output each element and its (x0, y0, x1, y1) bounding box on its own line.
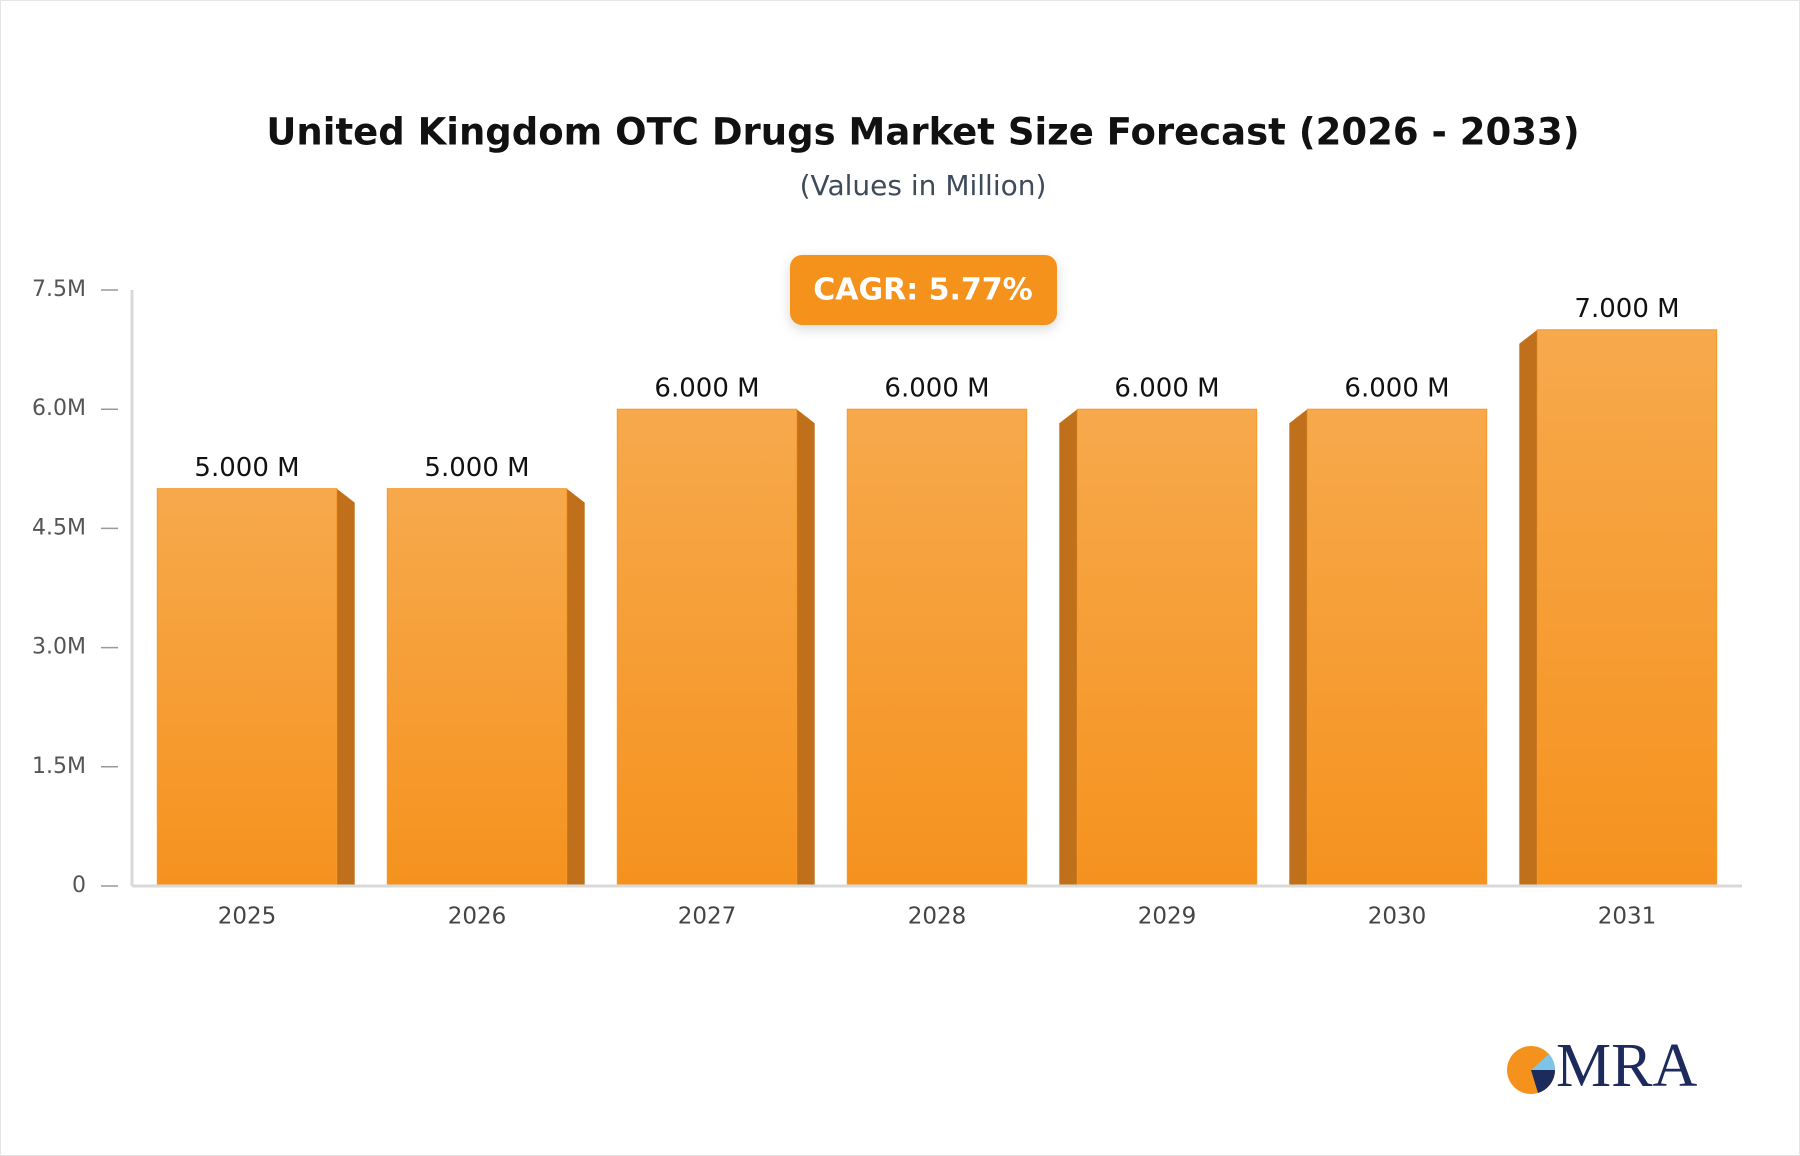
x-tick-label: 2027 (678, 904, 737, 930)
value-label: 5.000 M (424, 453, 529, 483)
y-tick-label: 0 (72, 873, 86, 898)
value-label: 5.000 M (194, 453, 299, 483)
brand-logo: MRA (1507, 1032, 1697, 1100)
x-tick-label: 2030 (1368, 904, 1427, 930)
x-tick-label: 2028 (908, 904, 967, 930)
y-tick-label: 3.0M (32, 635, 86, 660)
bar (616, 408, 798, 887)
y-tick-label: 4.5M (32, 515, 86, 540)
bar-side (566, 488, 585, 886)
logo-text: MRA (1556, 1032, 1697, 1100)
plot-area: 0 1.5M 3.0M 4.5M 6.0M 7.5M 2025 5.000 M 2026 5.00… (32, 277, 1742, 930)
value-label: 6.000 M (1344, 374, 1449, 404)
value-label: 6.000 M (884, 374, 989, 404)
x-tick-label: 2026 (448, 904, 507, 930)
y-tick-label: 6.0M (32, 396, 86, 421)
y-tick-label: 7.5M (32, 277, 86, 302)
chart-subtitle: (Values in Million) (800, 169, 1047, 202)
bar-side (1289, 409, 1308, 886)
cagr-label: CAGR: 5.77% (813, 273, 1032, 308)
logo-icon-slice (1531, 1054, 1556, 1070)
x-tick-label: 2029 (1138, 904, 1197, 930)
bar (846, 408, 1028, 887)
bar (1536, 329, 1718, 887)
y-tick-label: 1.5M (32, 754, 86, 779)
bar-side (1519, 329, 1538, 886)
bar (1306, 408, 1488, 887)
bar (386, 488, 568, 887)
bar (156, 488, 338, 887)
cagr-badge (790, 255, 1057, 325)
bar-side (1059, 409, 1078, 886)
value-label: 6.000 M (1114, 374, 1219, 404)
value-label: 7.000 M (1574, 294, 1679, 324)
bar (1076, 408, 1258, 887)
chart-title: United Kingdom OTC Drugs Market Size For… (266, 111, 1579, 154)
x-tick-label: 2031 (1598, 904, 1657, 930)
bar-side (336, 488, 355, 886)
x-tick-label: 2025 (218, 904, 277, 930)
bar-side (796, 409, 815, 886)
value-label: 6.000 M (654, 374, 759, 404)
logo-icon-slice (1531, 1070, 1556, 1093)
